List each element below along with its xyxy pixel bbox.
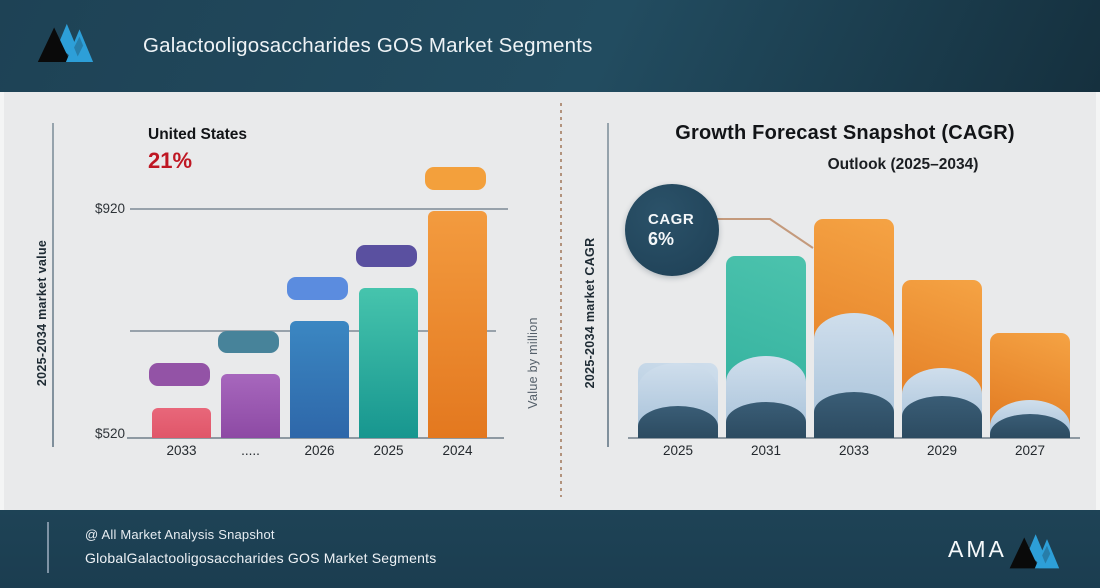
page-title: Galactooligosaccharides GOS Market Segme… [143, 34, 593, 57]
footer-divider [47, 522, 49, 573]
left-x-axis [127, 437, 504, 439]
right-chart-title: Growth Forecast Snapshot (CAGR) [675, 122, 1015, 144]
x-tick-label: 2033 [838, 443, 870, 458]
x-tick-label: 2033 [166, 443, 197, 458]
segment-navy-2033 [814, 392, 894, 438]
right-y-axis [607, 123, 609, 447]
segment-navy-2029 [902, 396, 982, 438]
left-ytick-520: $520 [94, 426, 125, 441]
bar-cap-2025 [356, 245, 417, 267]
right-x-axis [628, 437, 1080, 439]
header-bar: Galactooligosaccharides GOS Market Segme… [0, 0, 1100, 92]
footer-brand-text: AMA [948, 536, 1007, 562]
x-tick-label: 2026 [304, 443, 335, 458]
x-tick-label: 2029 [926, 443, 958, 458]
footer-bar: @ All Market Analysis Snapshot GlobalGal… [0, 510, 1100, 588]
stacked-bar-2027 [990, 333, 1070, 438]
stacked-bar-2031 [726, 256, 806, 438]
right-chart-subtitle: Outlook (2025–2034) [827, 156, 979, 173]
cagr-badge-value: 6% [648, 228, 675, 249]
stacked-bar-2033 [814, 219, 894, 438]
panel-divider [560, 103, 562, 497]
content-right-edge [1096, 92, 1100, 510]
bar-cap-2026 [287, 277, 348, 301]
bar-2033 [152, 408, 211, 438]
bar-2026 [290, 321, 349, 438]
left-y-axis-title: 2025-2034 market value [35, 239, 49, 387]
left-chart-title: United States [148, 126, 248, 143]
left-y-axis [52, 123, 54, 447]
x-tick-label: 2024 [442, 443, 473, 458]
bar-2025 [359, 288, 418, 438]
ama-logo-icon [37, 23, 94, 62]
stacked-bar-2029 [902, 280, 982, 438]
bar-cap-2033 [149, 363, 210, 386]
x-tick-label: ..... [241, 443, 260, 458]
cagr-badge: CAGR 6% [625, 184, 719, 276]
footer-credit: @ All Market Analysis Snapshot [85, 527, 275, 542]
stacked-bar-2025 [638, 363, 718, 438]
right-y-axis-title: 2025-2034 market CAGR [583, 237, 597, 389]
content-left-edge [0, 92, 4, 510]
x-tick-label: 2027 [1014, 443, 1046, 458]
left-ytick-920: $920 [94, 201, 125, 216]
bar-..... [221, 373, 280, 438]
x-tick-label: 2025 [662, 443, 694, 458]
x-tick-label: 2031 [750, 443, 782, 458]
bar-cap-2024 [425, 167, 486, 191]
bar-2024 [428, 210, 487, 438]
segment-navy-2025 [638, 406, 718, 438]
left-chart-highlight: 21% [148, 148, 193, 173]
value-axis-note: Value by million [526, 317, 540, 409]
footer-ama-logo-icon [1009, 534, 1060, 569]
cagr-badge-label: CAGR [648, 210, 695, 228]
footer-subtitle: GlobalGalactooligosaccharides GOS Market… [85, 550, 437, 566]
left-gridline-920 [130, 208, 508, 210]
segment-navy-2031 [726, 402, 806, 438]
x-tick-label: 2025 [373, 443, 404, 458]
bar-cap-..... [218, 330, 279, 354]
